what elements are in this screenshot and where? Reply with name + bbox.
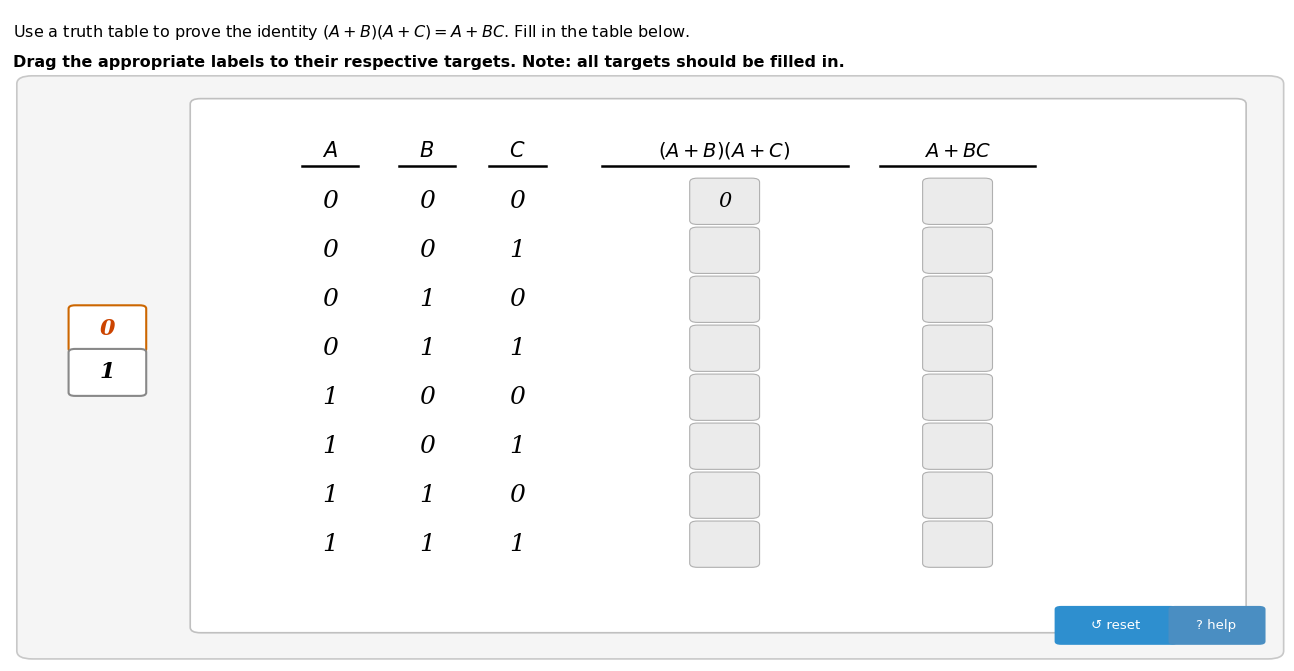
Text: 0: 0	[322, 239, 338, 262]
FancyBboxPatch shape	[690, 472, 760, 518]
Text: Use a truth table to prove the identity $(A + B)(A + C) = A + BC$. Fill in the t: Use a truth table to prove the identity …	[13, 23, 690, 42]
FancyBboxPatch shape	[690, 521, 760, 568]
Text: 0: 0	[419, 435, 435, 458]
FancyBboxPatch shape	[690, 276, 760, 323]
Text: 0: 0	[510, 190, 525, 213]
Text: 0: 0	[322, 337, 338, 360]
Text: 1: 1	[419, 484, 435, 507]
Text: 0: 0	[100, 318, 115, 340]
Text: ? help: ? help	[1196, 619, 1237, 632]
Text: 1: 1	[419, 337, 435, 360]
FancyBboxPatch shape	[690, 178, 760, 224]
Text: $\mathit{C}$: $\mathit{C}$	[510, 141, 525, 161]
Text: 0: 0	[322, 288, 338, 311]
Text: $\mathit{A}$: $\mathit{A}$	[322, 141, 338, 161]
Text: ↺ reset: ↺ reset	[1091, 619, 1140, 632]
Text: $\mathit{B}$: $\mathit{B}$	[419, 141, 435, 161]
Text: 1: 1	[419, 288, 435, 311]
FancyBboxPatch shape	[69, 349, 146, 396]
FancyBboxPatch shape	[923, 178, 992, 224]
Text: Drag the appropriate labels to their respective targets. Note: all targets shoul: Drag the appropriate labels to their res…	[13, 55, 845, 70]
FancyBboxPatch shape	[923, 423, 992, 470]
Text: 1: 1	[322, 435, 338, 458]
FancyBboxPatch shape	[923, 276, 992, 323]
Text: $\mathit{A + BC}$: $\mathit{A + BC}$	[924, 143, 991, 161]
FancyBboxPatch shape	[690, 423, 760, 470]
FancyBboxPatch shape	[923, 374, 992, 420]
Text: 1: 1	[510, 337, 525, 360]
FancyBboxPatch shape	[923, 227, 992, 274]
Text: 1: 1	[322, 484, 338, 507]
Text: 1: 1	[100, 362, 115, 383]
Text: 1: 1	[419, 533, 435, 556]
Text: 1: 1	[510, 533, 525, 556]
Text: 0: 0	[510, 386, 525, 409]
Text: 1: 1	[510, 239, 525, 262]
Text: 0: 0	[510, 288, 525, 311]
Text: 1: 1	[322, 386, 338, 409]
Text: 1: 1	[322, 533, 338, 556]
Text: 0: 0	[718, 192, 731, 211]
Text: 0: 0	[419, 239, 435, 262]
FancyBboxPatch shape	[923, 325, 992, 372]
Text: 1: 1	[510, 435, 525, 458]
Text: $\mathit{(A + B)(A + C)}$: $\mathit{(A + B)(A + C)}$	[659, 140, 791, 161]
FancyBboxPatch shape	[690, 325, 760, 372]
FancyBboxPatch shape	[1055, 606, 1178, 645]
Text: 0: 0	[322, 190, 338, 213]
FancyBboxPatch shape	[923, 521, 992, 568]
FancyBboxPatch shape	[690, 374, 760, 420]
FancyBboxPatch shape	[190, 99, 1246, 633]
Text: 0: 0	[510, 484, 525, 507]
FancyBboxPatch shape	[17, 76, 1284, 659]
Text: 0: 0	[419, 190, 435, 213]
FancyBboxPatch shape	[923, 472, 992, 518]
FancyBboxPatch shape	[690, 227, 760, 274]
FancyBboxPatch shape	[1168, 606, 1266, 645]
Text: 0: 0	[419, 386, 435, 409]
FancyBboxPatch shape	[69, 305, 146, 352]
